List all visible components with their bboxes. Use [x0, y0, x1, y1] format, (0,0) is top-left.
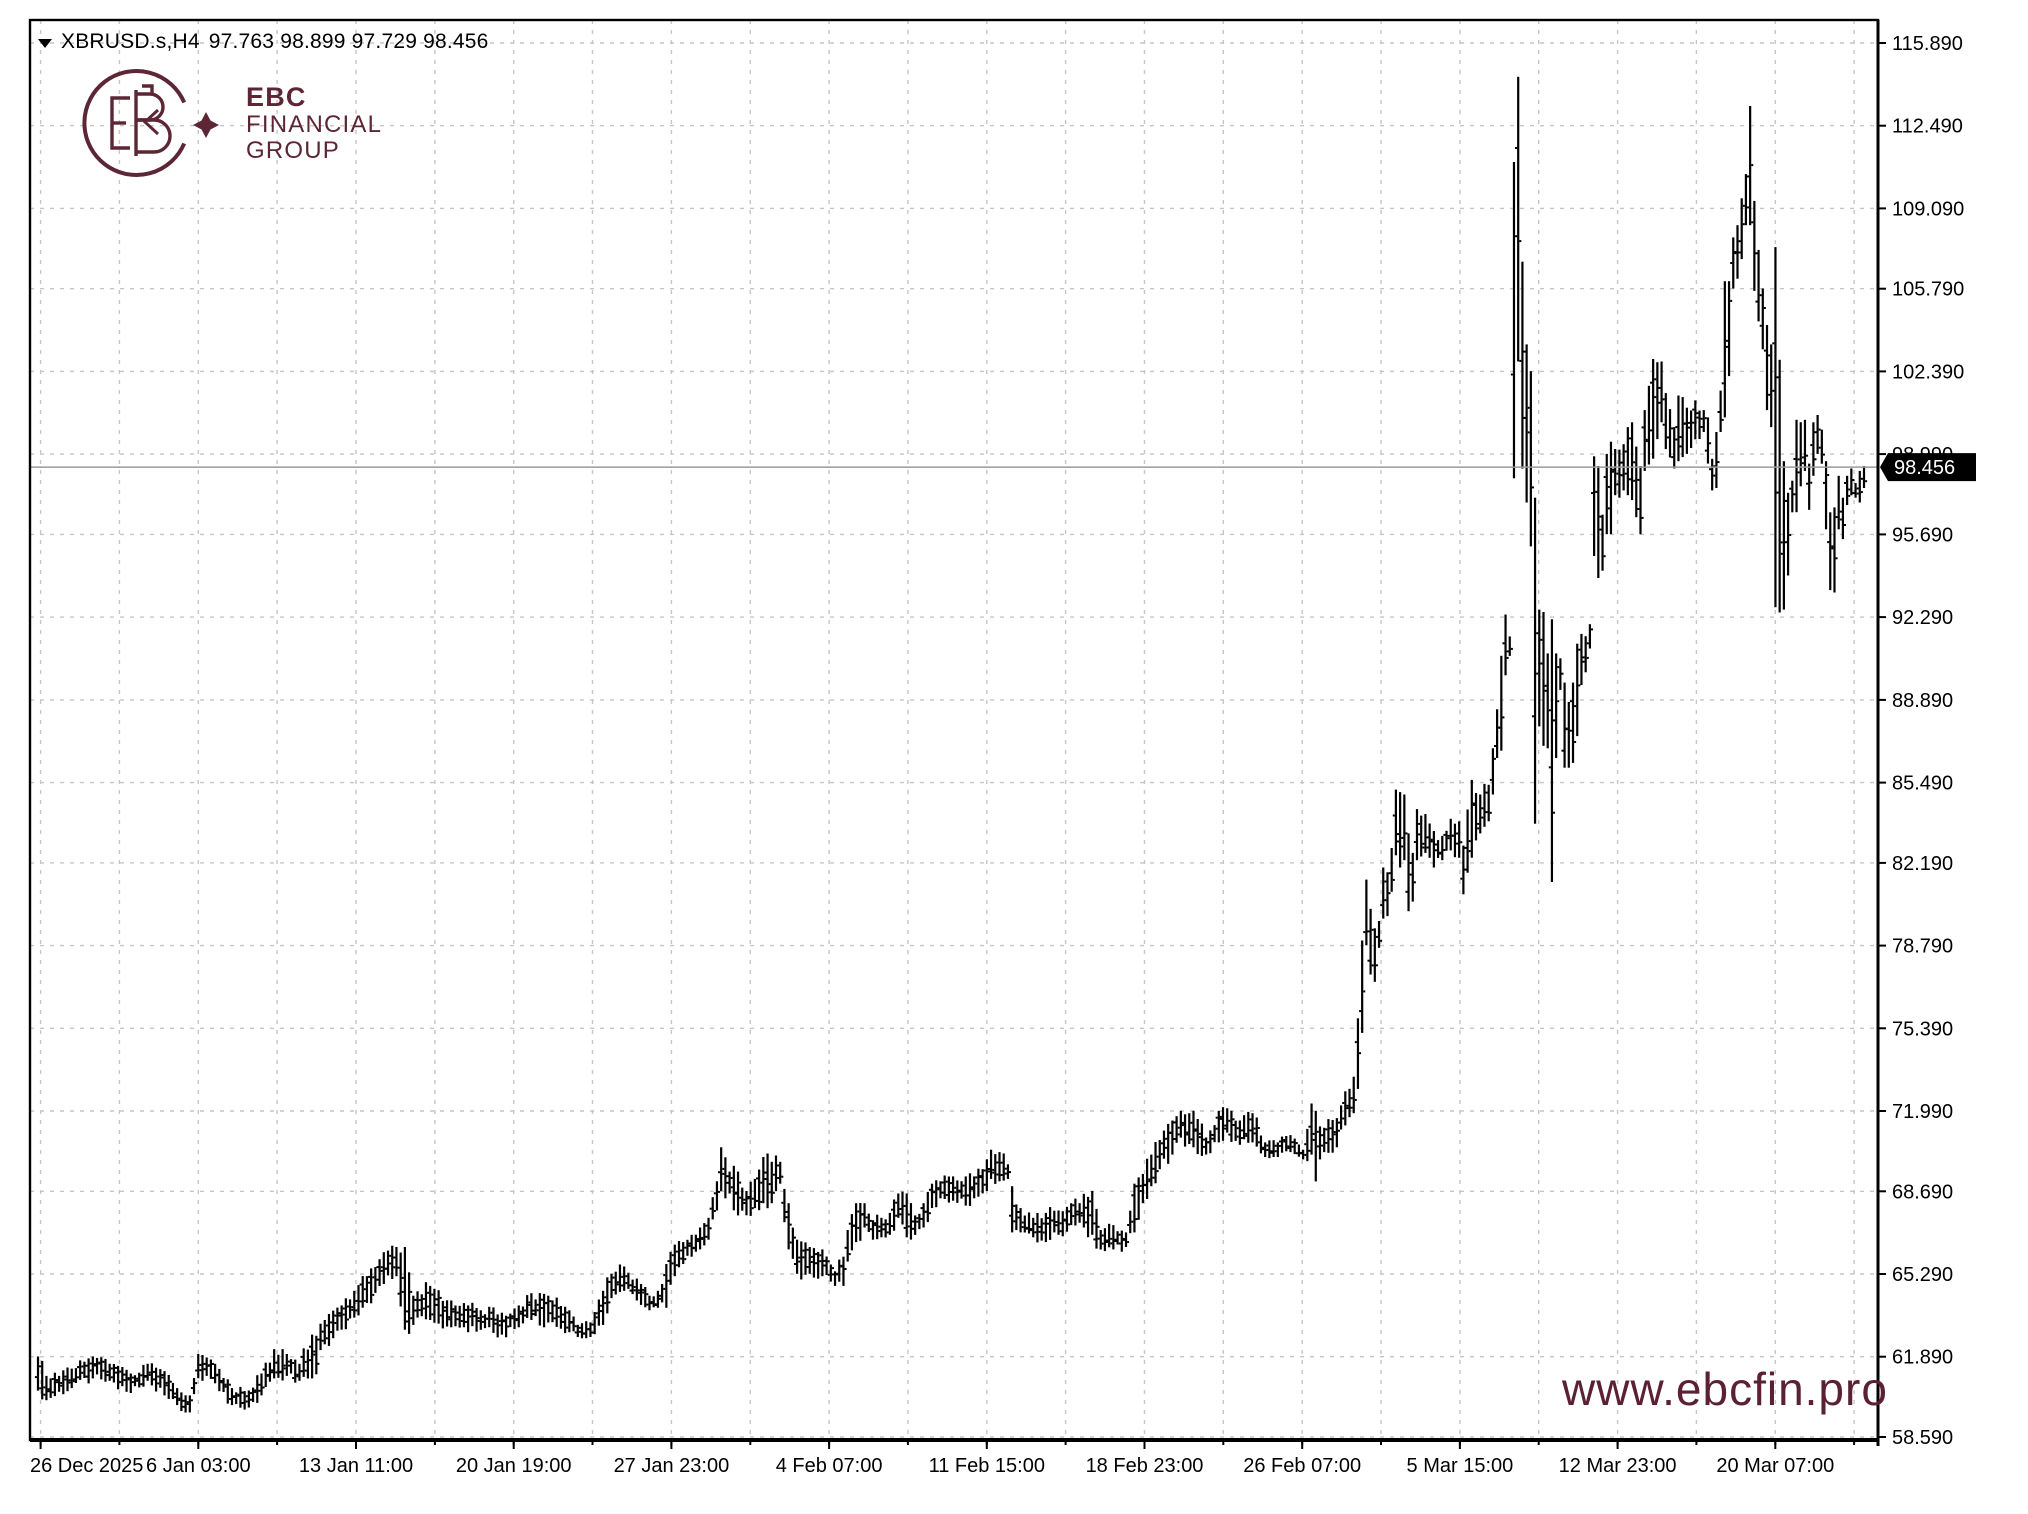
svg-text:4 Feb 07:00: 4 Feb 07:00: [776, 1455, 883, 1477]
logo-line2: FINANCIAL: [246, 110, 383, 138]
svg-text:78.790: 78.790: [1892, 936, 1953, 958]
svg-text:92.290: 92.290: [1892, 607, 1953, 629]
svg-text:75.390: 75.390: [1892, 1018, 1953, 1040]
svg-text:61.890: 61.890: [1892, 1347, 1953, 1369]
svg-text:6 Jan 03:00: 6 Jan 03:00: [146, 1455, 251, 1477]
svg-text:109.090: 109.090: [1892, 198, 1964, 220]
svg-text:20 Jan 19:00: 20 Jan 19:00: [456, 1455, 572, 1477]
svg-text:82.190: 82.190: [1892, 853, 1953, 875]
svg-text:11 Feb 15:00: 11 Feb 15:00: [929, 1455, 1045, 1477]
sparkle-icon: [193, 112, 219, 138]
symbol-bar: XBRUSD.s,H4 97.763 98.899 97.729 98.456: [38, 30, 489, 54]
svg-text:112.490: 112.490: [1892, 116, 1963, 138]
svg-text:65.290: 65.290: [1892, 1264, 1953, 1286]
time-axis[interactable]: 26 Dec 2025 6 Jan 03:00 13 Jan 11:00 20 Jan…: [30, 1440, 1834, 1477]
svg-text:102.390: 102.390: [1892, 361, 1964, 383]
svg-text:5 Mar 15:00: 5 Mar 15:00: [1407, 1455, 1514, 1477]
svg-text:71.990: 71.990: [1892, 1101, 1953, 1123]
price-axis[interactable]: 115.890112.490109.090105.790102.39098.99…: [1878, 33, 1964, 1449]
svg-text:98.456: 98.456: [1894, 457, 1955, 479]
time-gridlines: [39, 20, 1856, 1445]
svg-text:13 Jan 11:00: 13 Jan 11:00: [299, 1455, 413, 1477]
svg-text:12 Mar 23:00: 12 Mar 23:00: [1559, 1455, 1677, 1477]
ebc-logo: EBC FINANCIAL GROUP: [78, 64, 382, 182]
price-gridlines: [30, 42, 1878, 1438]
ohlc-values: 97.763 98.899 97.729 98.456: [208, 30, 489, 53]
chart-frame: [28, 18, 1880, 1446]
svg-text:68.690: 68.690: [1892, 1181, 1953, 1203]
last-price-label: 98.456: [1880, 453, 1976, 482]
price-series-bars: [34, 76, 1868, 1413]
ebc-logo-mark: [82, 69, 219, 177]
svg-text:26 Feb 07:00: 26 Feb 07:00: [1243, 1455, 1361, 1477]
chevron-down-icon[interactable]: [38, 38, 52, 48]
svg-text:95.690: 95.690: [1892, 524, 1953, 546]
logo-line3: GROUP: [246, 136, 341, 164]
svg-text:85.490: 85.490: [1892, 773, 1953, 795]
svg-text:88.890: 88.890: [1892, 690, 1953, 712]
watermark-url: www.ebcfin.pro: [1562, 1363, 1888, 1415]
logo-line1: EBC: [246, 81, 307, 112]
symbol-label[interactable]: XBRUSD.s,H4: [61, 30, 200, 53]
svg-text:26 Dec 2025: 26 Dec 2025: [30, 1455, 143, 1477]
svg-text:58.590: 58.590: [1892, 1427, 1953, 1449]
svg-text:18 Feb 23:00: 18 Feb 23:00: [1086, 1455, 1204, 1477]
svg-text:27 Jan 23:00: 27 Jan 23:00: [614, 1455, 730, 1477]
svg-text:115.890: 115.890: [1892, 33, 1963, 55]
svg-text:105.790: 105.790: [1892, 279, 1964, 301]
svg-text:20 Mar 07:00: 20 Mar 07:00: [1716, 1455, 1834, 1477]
